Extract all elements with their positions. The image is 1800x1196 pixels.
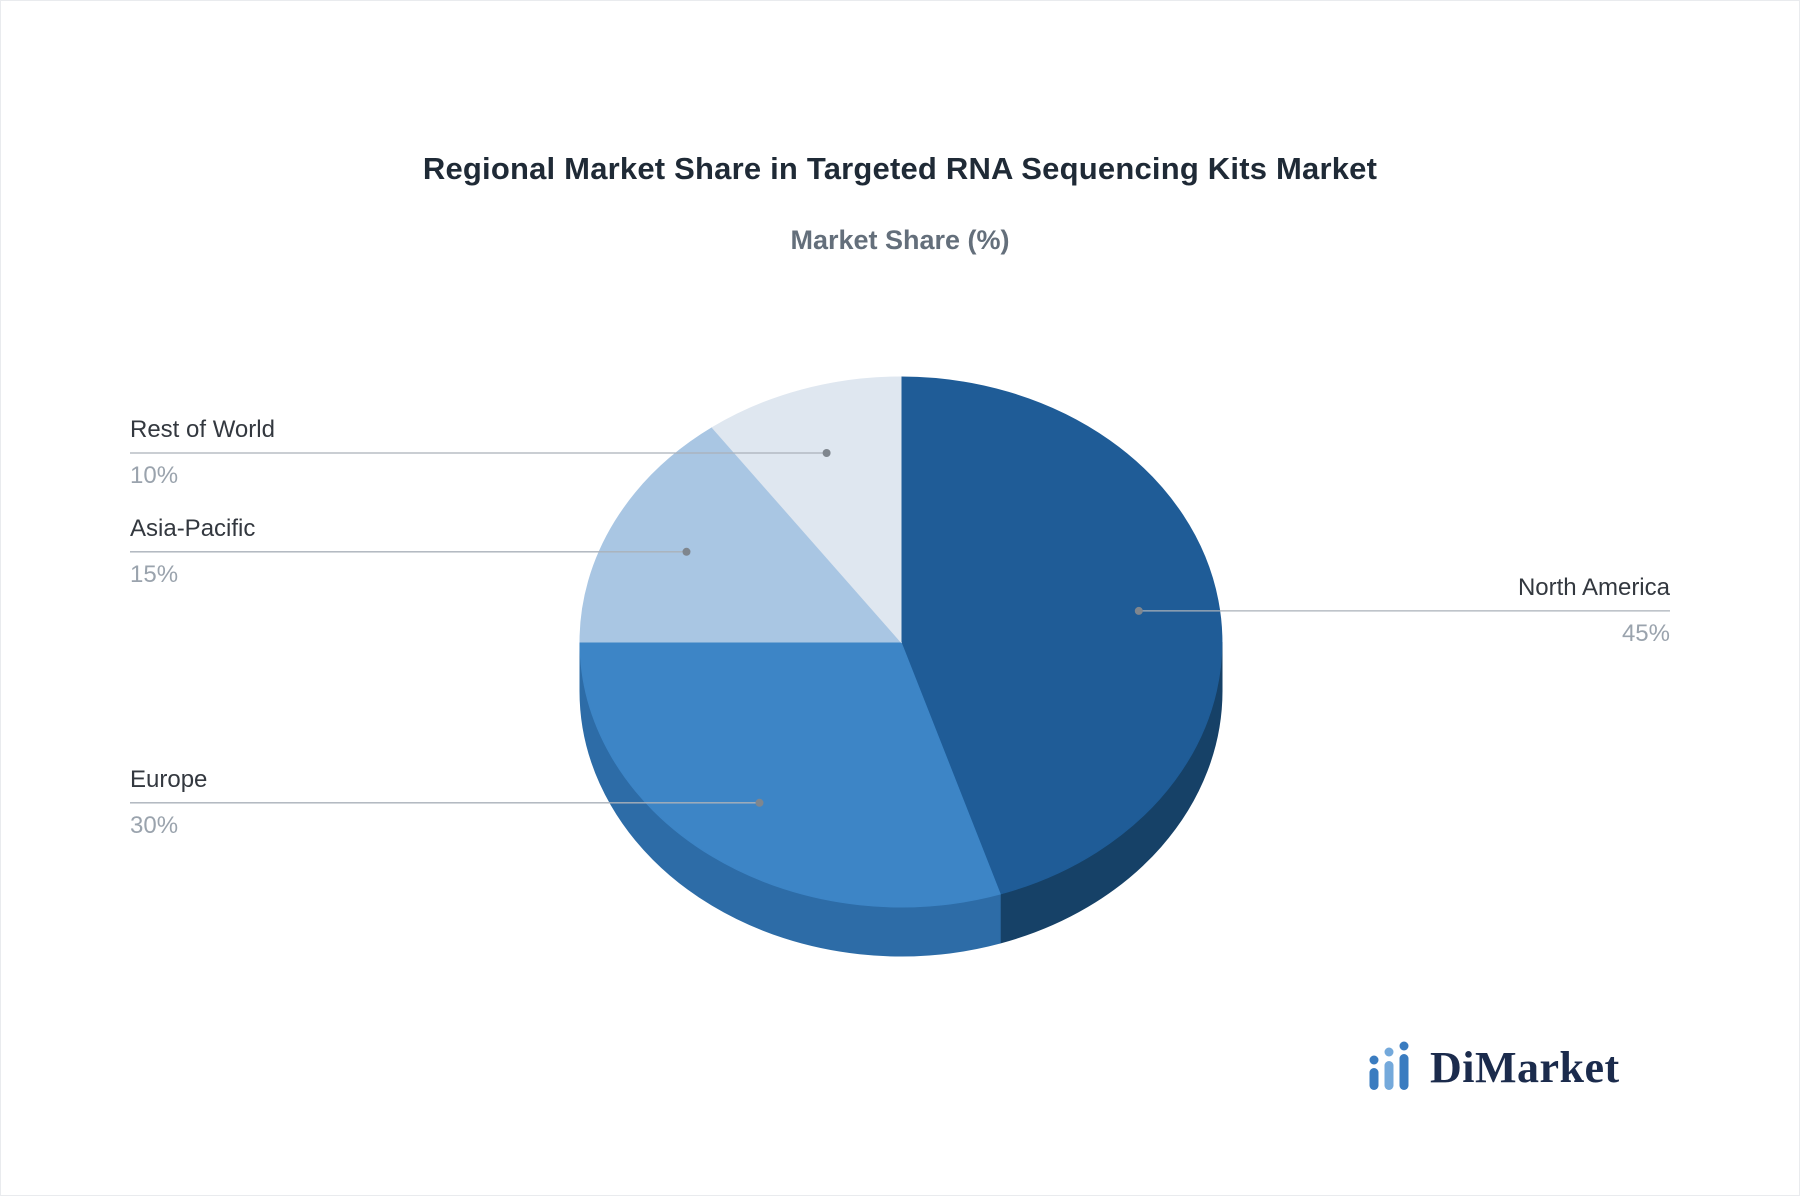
slice-label-name: Rest of World [130, 416, 275, 443]
chart-subtitle: Market Share (%) [790, 225, 1010, 255]
brand-logo: DiMarket [1366, 1040, 1620, 1094]
leader-dot-europe [755, 798, 764, 807]
label-north-america: North America 45% [1518, 573, 1670, 649]
chart-title: Regional Market Share in Targeted RNA Se… [422, 151, 1378, 186]
pie-slice-asia-pacific[interactable] [579, 426, 903, 643]
leader-dot-asia-pacific [682, 547, 691, 556]
leader-dot-north-america [1134, 606, 1143, 615]
label-rest-of-world: Rest of World 10% [130, 415, 275, 491]
slice-label-name: Asia-Pacific [130, 515, 256, 542]
slice-label-percent: 45% [1621, 620, 1670, 647]
slice-label-name: Europe [130, 766, 208, 793]
pie-slice-europe[interactable] [579, 641, 1001, 908]
slice-label-percent: 10% [130, 462, 179, 489]
slice-label-percent: 30% [130, 812, 179, 839]
slice-label-percent: 15% [130, 561, 179, 588]
pie-slice-rest-of-world[interactable] [711, 376, 902, 644]
leader-dot-rest-of-world [822, 449, 831, 457]
label-asia-pacific: Asia-Pacific 15% [130, 514, 255, 590]
slice-label-name: North America [1517, 574, 1670, 601]
brand-name: DiMarket [1430, 1042, 1620, 1092]
label-europe: Europe 30% [130, 765, 207, 841]
brand-icon [1369, 1041, 1409, 1090]
pie-slice-north-america[interactable] [900, 376, 1223, 895]
